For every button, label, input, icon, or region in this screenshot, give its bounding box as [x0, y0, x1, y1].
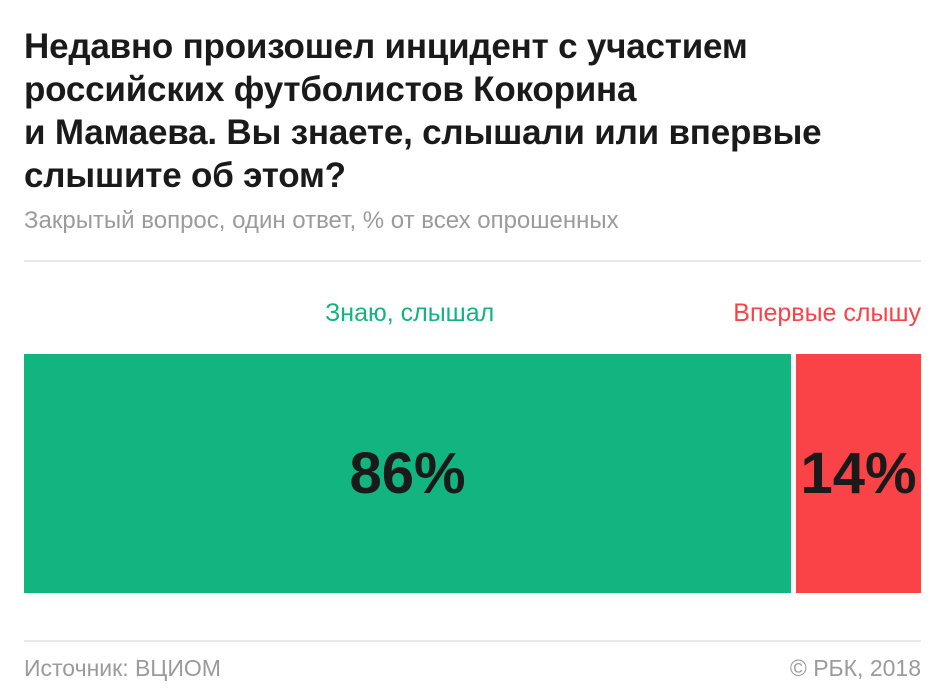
bar-segment-know-heard: 86% [24, 354, 792, 593]
copyright-label: © РБК, 2018 [789, 655, 921, 681]
bar-value-know-heard: 86% [349, 441, 466, 506]
bottom-divider [24, 640, 921, 642]
title-line: слышите об этом? [24, 156, 346, 195]
source-label: Источник: ВЦИОМ [24, 655, 221, 681]
title-line: российских футболистов Кокорина [24, 70, 637, 109]
footer: Источник: ВЦИОМ © РБК, 2018 [24, 655, 921, 681]
bar-segment-first-time: 14% [796, 354, 921, 593]
content-column: Недавно произошел инцидент с участием ро… [24, 0, 921, 681]
legend-item-know-heard: Знаю, слышал [325, 299, 495, 327]
top-divider [24, 260, 921, 262]
legend-item-first-time: Впервые слышу [733, 299, 921, 327]
page-title: Недавно произошел инцидент с участием ро… [24, 0, 921, 197]
stacked-bar: 86% 14% [24, 354, 921, 593]
chart-legend: Знаю, слышал Впервые слышу [24, 298, 921, 328]
bar-value-first-time: 14% [800, 441, 917, 506]
chart-subtitle: Закрытый вопрос, один ответ, % от всех о… [24, 207, 619, 234]
title-line: и Мамаева. Вы знаете, слышали или впервы… [24, 113, 822, 152]
title-line: Недавно произошел инцидент с участием [24, 27, 748, 66]
